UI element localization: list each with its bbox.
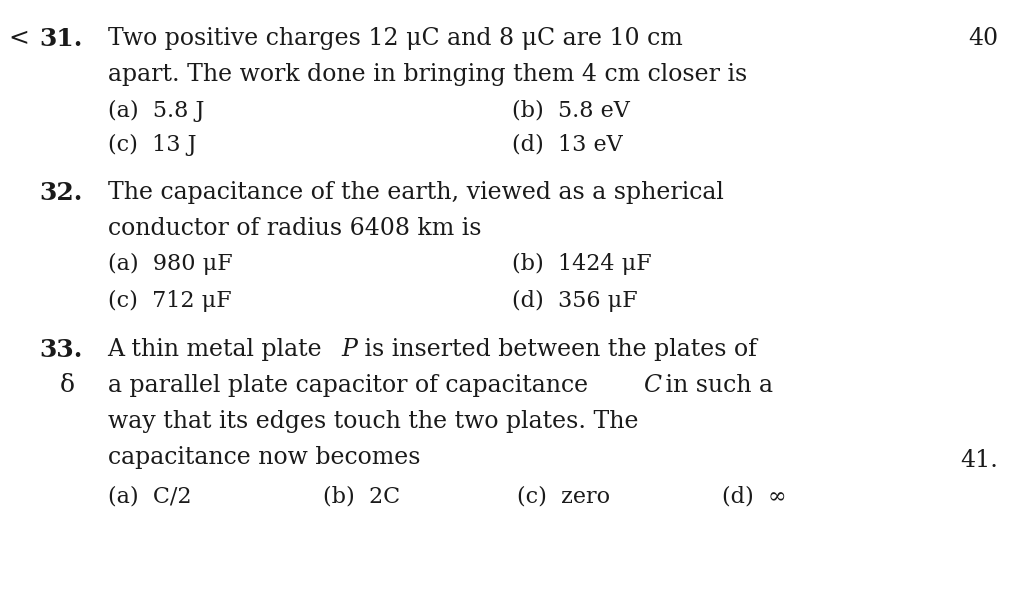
Text: capacitance now becomes: capacitance now becomes: [108, 446, 420, 469]
Text: a parallel plate capacitor of capacitance: a parallel plate capacitor of capacitanc…: [108, 374, 595, 397]
Text: A thin metal plate: A thin metal plate: [108, 338, 330, 361]
Text: (b)  1424 μF: (b) 1424 μF: [512, 253, 651, 276]
Text: P: P: [341, 338, 357, 361]
Text: (d)  ∞: (d) ∞: [722, 485, 786, 507]
Text: (d)  13 eV: (d) 13 eV: [512, 134, 623, 156]
Text: C: C: [643, 374, 662, 397]
Text: δ: δ: [59, 374, 75, 397]
Text: (a)  5.8 J: (a) 5.8 J: [108, 99, 204, 122]
Text: <: <: [8, 27, 29, 50]
Text: (b)  2C: (b) 2C: [323, 485, 399, 507]
Text: (c)  13 J: (c) 13 J: [108, 134, 196, 156]
Text: 41.: 41.: [961, 449, 998, 472]
Text: (d)  356 μF: (d) 356 μF: [512, 289, 638, 312]
Text: 33.: 33.: [39, 338, 82, 362]
Text: way that its edges touch the two plates. The: way that its edges touch the two plates.…: [108, 410, 638, 433]
Text: (c)  712 μF: (c) 712 μF: [108, 289, 231, 312]
Text: 32.: 32.: [39, 181, 82, 205]
Text: The capacitance of the earth, viewed as a spherical: The capacitance of the earth, viewed as …: [108, 181, 723, 204]
Text: Two positive charges 12 μC and 8 μC are 10 cm: Two positive charges 12 μC and 8 μC are …: [108, 27, 682, 50]
Text: (c)  zero: (c) zero: [517, 485, 610, 507]
Text: (a)  C/2: (a) C/2: [108, 485, 191, 507]
Text: is inserted between the plates of: is inserted between the plates of: [357, 338, 758, 361]
Text: apart. The work done in bringing them 4 cm closer is: apart. The work done in bringing them 4 …: [108, 63, 746, 86]
Text: conductor of radius 6408 km is: conductor of radius 6408 km is: [108, 217, 481, 240]
Text: in such a: in such a: [658, 374, 773, 397]
Text: (a)  980 μF: (a) 980 μF: [108, 253, 232, 276]
Text: (b)  5.8 eV: (b) 5.8 eV: [512, 99, 630, 121]
Text: 31.: 31.: [39, 27, 82, 51]
Text: 40: 40: [969, 27, 998, 50]
